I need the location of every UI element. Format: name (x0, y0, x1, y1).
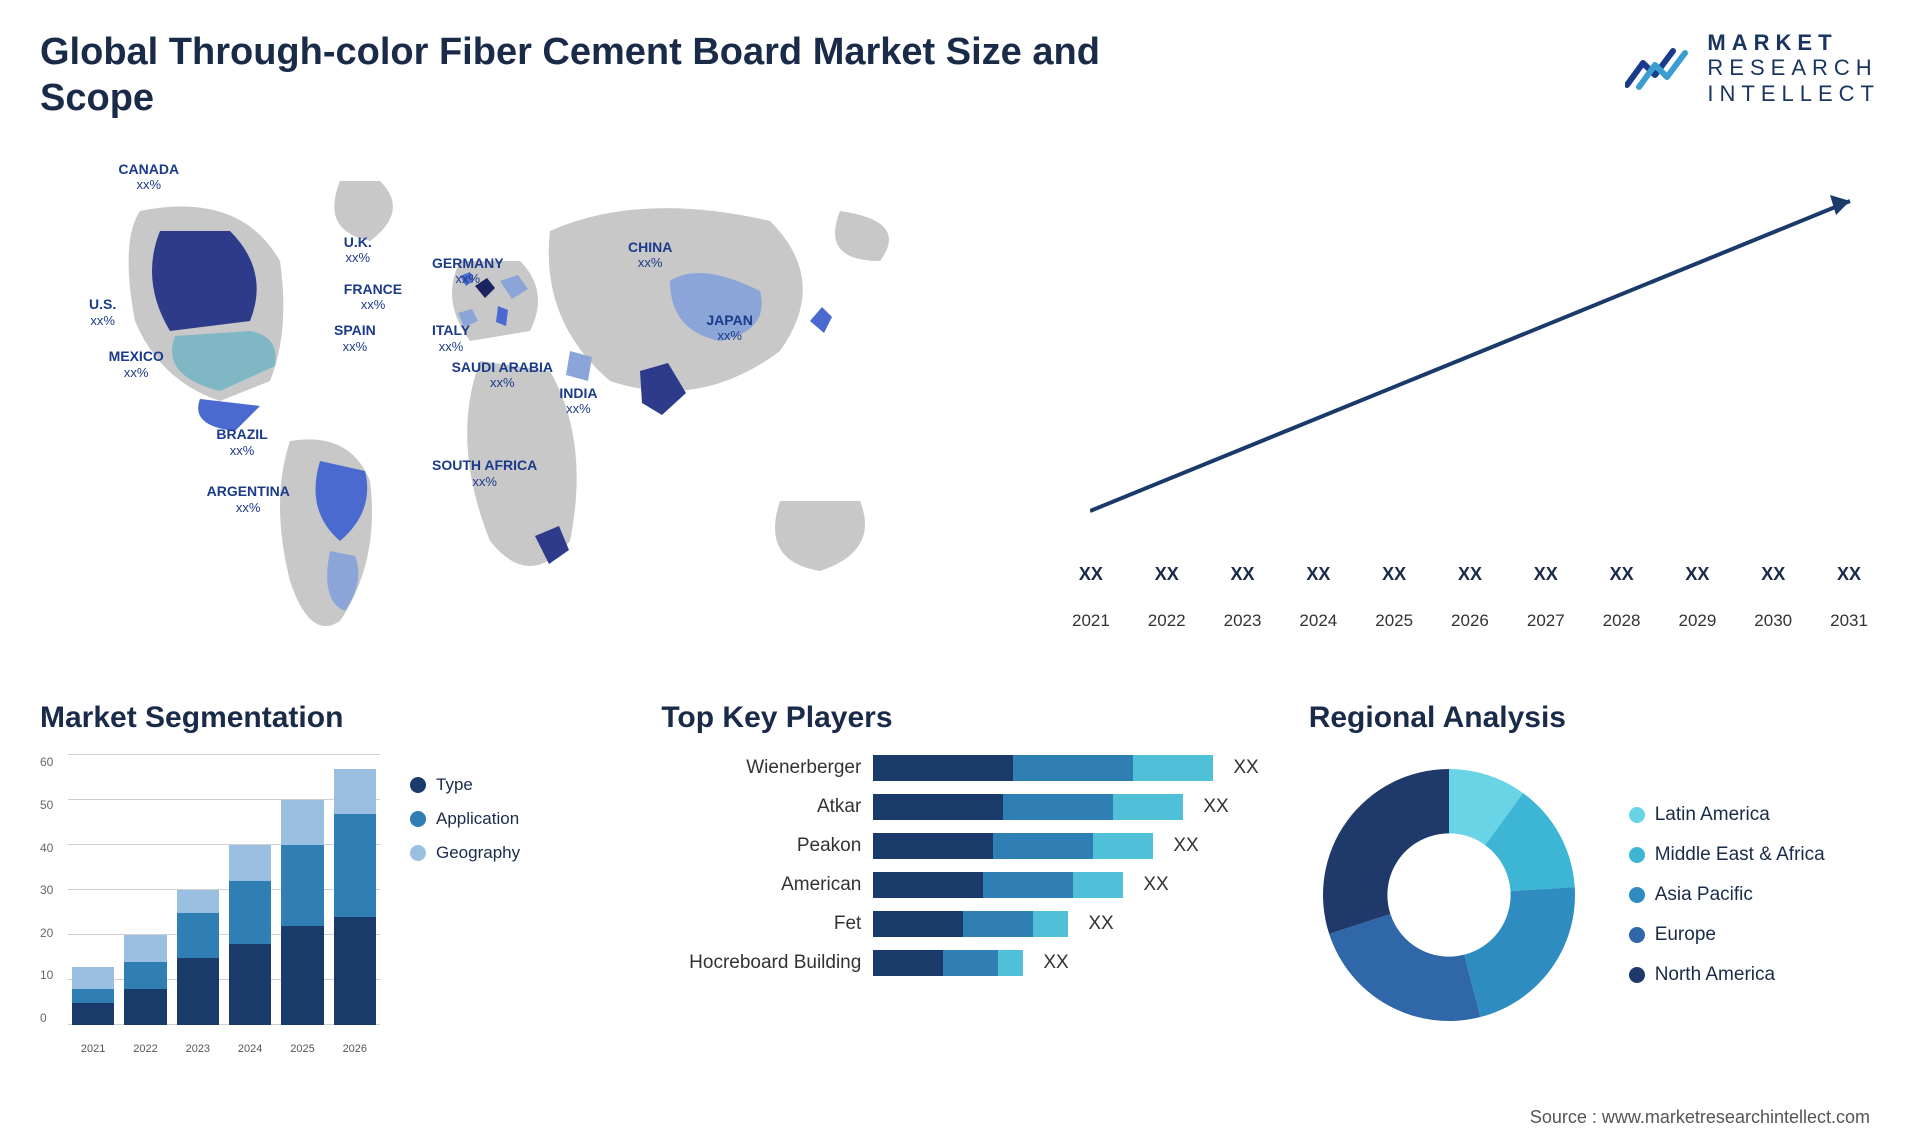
brand-logo: MARKET RESEARCH INTELLECT (1625, 30, 1880, 106)
regional-legend: Latin America Middle East & Africa Asia Pa… (1629, 804, 1825, 986)
donut-segment (1464, 887, 1575, 1017)
growth-bar: XX (1667, 564, 1729, 591)
logo-icon (1625, 43, 1695, 93)
map-label: INDIAxx% (559, 386, 597, 417)
map-label: ITALYxx% (432, 323, 470, 354)
top-key-players-panel: Top Key Players WienerbergerXX AtkarXX Pea… (661, 701, 1258, 1101)
segmentation-legend: Type Application Geography (410, 775, 520, 863)
map-label: BRAZILxx% (216, 427, 267, 458)
ra-title: Regional Analysis (1309, 701, 1880, 735)
donut-segment (1323, 769, 1449, 934)
growth-bar: XX (1060, 564, 1122, 591)
map-label: CHINAxx% (628, 240, 672, 271)
market-segmentation-panel: Market Segmentation 0102030405060 202120… (40, 701, 611, 1101)
tkp-chart: WienerbergerXX AtkarXX PeakonXX AmericanXX F… (661, 755, 1258, 976)
segmentation-chart: 0102030405060 202120222023202420252026 (40, 755, 380, 1055)
growth-bar: XX (1287, 564, 1349, 591)
map-label: U.K.xx% (344, 235, 372, 266)
map-label: SOUTH AFRICAxx% (432, 458, 537, 489)
world-map: CANADAxx% U.S.xx% MEXICOxx% BRAZILxx% ARGENT… (40, 141, 1020, 661)
logo-line3: INTELLECT (1707, 81, 1880, 106)
legend-item: Latin America (1629, 804, 1825, 826)
growth-bar: XX (1742, 564, 1804, 591)
map-label: CANADAxx% (118, 162, 179, 193)
map-label: MEXICOxx% (109, 349, 164, 380)
growth-bar: XX (1363, 564, 1425, 591)
seg-bar (177, 890, 219, 1025)
seg-bar (229, 845, 271, 1025)
tkp-row: WienerbergerXX (661, 755, 1258, 781)
tkp-row: FetXX (661, 911, 1258, 937)
map-label: SPAINxx% (334, 323, 376, 354)
tkp-row: PeakonXX (661, 833, 1258, 859)
growth-chart: XXXXXXXXXXXXXXXXXXXXXX 20212022202320242… (1060, 141, 1880, 661)
page-title: Global Through-color Fiber Cement Board … (40, 30, 1140, 121)
tkp-row: Hocreboard BuildingXX (661, 950, 1258, 976)
logo-line1: MARKET (1707, 30, 1880, 55)
seg-bar (72, 967, 114, 1026)
seg-bar (124, 935, 166, 1025)
logo-line2: RESEARCH (1707, 55, 1880, 80)
map-label: ARGENTINAxx% (207, 484, 290, 515)
regional-analysis-panel: Regional Analysis Latin America Middle Ea… (1309, 701, 1880, 1101)
tkp-row: AtkarXX (661, 794, 1258, 820)
segmentation-title: Market Segmentation (40, 701, 611, 735)
map-label: GERMANYxx% (432, 256, 504, 287)
map-label: SAUDI ARABIAxx% (452, 360, 553, 391)
seg-bar (281, 800, 323, 1025)
growth-bar: XX (1591, 564, 1653, 591)
legend-item: Application (410, 809, 520, 829)
donut-segment (1329, 914, 1480, 1021)
growth-bar: XX (1439, 564, 1501, 591)
legend-item: Europe (1629, 924, 1825, 946)
growth-bar: XX (1136, 564, 1198, 591)
tkp-row: AmericanXX (661, 872, 1258, 898)
growth-bar: XX (1212, 564, 1274, 591)
legend-item: Middle East & Africa (1629, 844, 1825, 866)
legend-item: North America (1629, 964, 1825, 986)
seg-bar (334, 769, 376, 1026)
growth-bar: XX (1818, 564, 1880, 591)
map-label: JAPANxx% (706, 313, 752, 344)
legend-item: Asia Pacific (1629, 884, 1825, 906)
growth-bar: XX (1515, 564, 1577, 591)
legend-item: Type (410, 775, 520, 795)
map-label: FRANCExx% (344, 282, 402, 313)
tkp-title: Top Key Players (661, 701, 1258, 735)
legend-item: Geography (410, 843, 520, 863)
source-text: Source : www.marketresearchintellect.com (1530, 1107, 1870, 1128)
regional-donut (1309, 755, 1589, 1035)
map-label: U.S.xx% (89, 297, 116, 328)
